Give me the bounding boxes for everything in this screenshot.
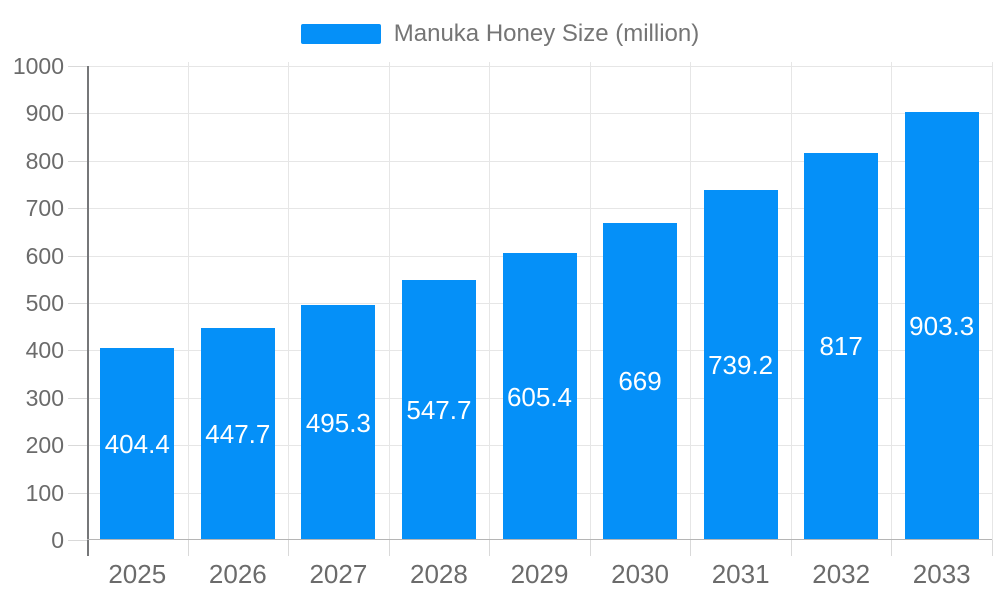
v-gridline (187, 62, 189, 540)
x-axis-label: 2031 (711, 559, 770, 589)
bar-value-label: 447.7 (205, 418, 271, 449)
bar[interactable]: 605.4 (502, 253, 577, 540)
legend-item[interactable]: Manuka Honey Size (million) (0, 20, 1000, 47)
bar[interactable]: 447.7 (200, 327, 275, 540)
y-axis-tick (68, 540, 87, 541)
y-axis-label: 100 (25, 479, 64, 506)
x-axis-tick (288, 540, 290, 556)
bar[interactable]: 404.4 (100, 348, 175, 540)
v-gridline (891, 62, 893, 540)
y-axis-tick (68, 492, 87, 494)
bar[interactable]: 903.3 (904, 111, 979, 540)
x-axis-line (87, 539, 992, 540)
h-gridline (87, 66, 992, 67)
v-gridline (388, 62, 390, 540)
y-axis-label: 300 (25, 384, 64, 411)
y-axis-tick (68, 303, 87, 304)
bar-value-label: 669 (618, 366, 662, 397)
y-axis-label: 500 (25, 290, 64, 316)
h-gridline (87, 208, 992, 210)
bar-value-label: 739.2 (708, 349, 774, 380)
bar-value-label: 495.3 (305, 407, 371, 438)
h-gridline (87, 113, 992, 115)
x-axis-tick (690, 540, 692, 556)
y-axis-tick (68, 160, 87, 162)
x-axis-tick (992, 540, 993, 556)
bar-value-label: 903.3 (909, 310, 975, 341)
bar-value-label: 817 (819, 331, 863, 362)
y-axis-tick (68, 208, 87, 210)
y-axis-tick (68, 445, 87, 447)
bar[interactable]: 739.2 (703, 189, 778, 540)
h-gridline (87, 160, 992, 162)
y-axis-tick (68, 66, 87, 67)
x-axis-label: 2032 (812, 559, 871, 589)
x-axis-label: 2030 (611, 559, 669, 589)
bar-value-label: 605.4 (506, 381, 573, 412)
x-axis-tick (87, 540, 88, 556)
y-axis-label: 900 (25, 100, 64, 127)
x-axis-label: 2026 (208, 559, 267, 589)
y-axis-label: 400 (25, 337, 64, 364)
x-axis-label: 2025 (108, 559, 167, 589)
x-axis-label: 2033 (912, 559, 971, 589)
y-axis-tick (68, 255, 87, 257)
x-axis-tick (489, 540, 491, 556)
v-gridline (690, 62, 692, 540)
x-axis-tick (388, 540, 390, 556)
y-axis-label: 1000 (12, 53, 64, 79)
y-axis-tick (68, 350, 87, 352)
y-axis-label: 600 (25, 242, 64, 269)
y-axis-tick (68, 113, 87, 115)
y-axis-label: 800 (25, 147, 64, 174)
bar[interactable]: 669 (603, 222, 678, 540)
y-axis-line (87, 66, 89, 556)
v-gridline (489, 62, 491, 540)
x-axis-label: 2029 (510, 559, 569, 589)
bar-value-label: 547.7 (406, 395, 472, 426)
v-gridline (288, 62, 290, 540)
x-axis-tick (589, 540, 591, 556)
bar[interactable]: 495.3 (301, 305, 376, 540)
v-gridline (790, 62, 792, 540)
x-axis-label: 2028 (410, 559, 468, 589)
x-axis-label: 2027 (309, 559, 368, 589)
x-axis-tick (891, 540, 893, 556)
x-axis-tick (187, 540, 189, 556)
bar[interactable]: 547.7 (401, 280, 476, 540)
y-axis-label: 700 (25, 195, 64, 222)
v-gridline (992, 62, 993, 540)
bar-value-label: 404.4 (104, 429, 170, 460)
y-axis-label: 0 (51, 527, 64, 553)
y-axis-label: 200 (25, 432, 64, 459)
legend-swatch (300, 23, 381, 44)
plot-area: 404.4 447.7 495.3 547.7 605.4 669 739.2 817 903.… (87, 62, 993, 540)
legend-label: Manuka Honey Size (million) (393, 19, 700, 47)
x-axis-tick (790, 540, 792, 556)
bar[interactable]: 817 (804, 152, 879, 540)
v-gridline (589, 62, 591, 540)
y-axis-tick (68, 397, 87, 399)
